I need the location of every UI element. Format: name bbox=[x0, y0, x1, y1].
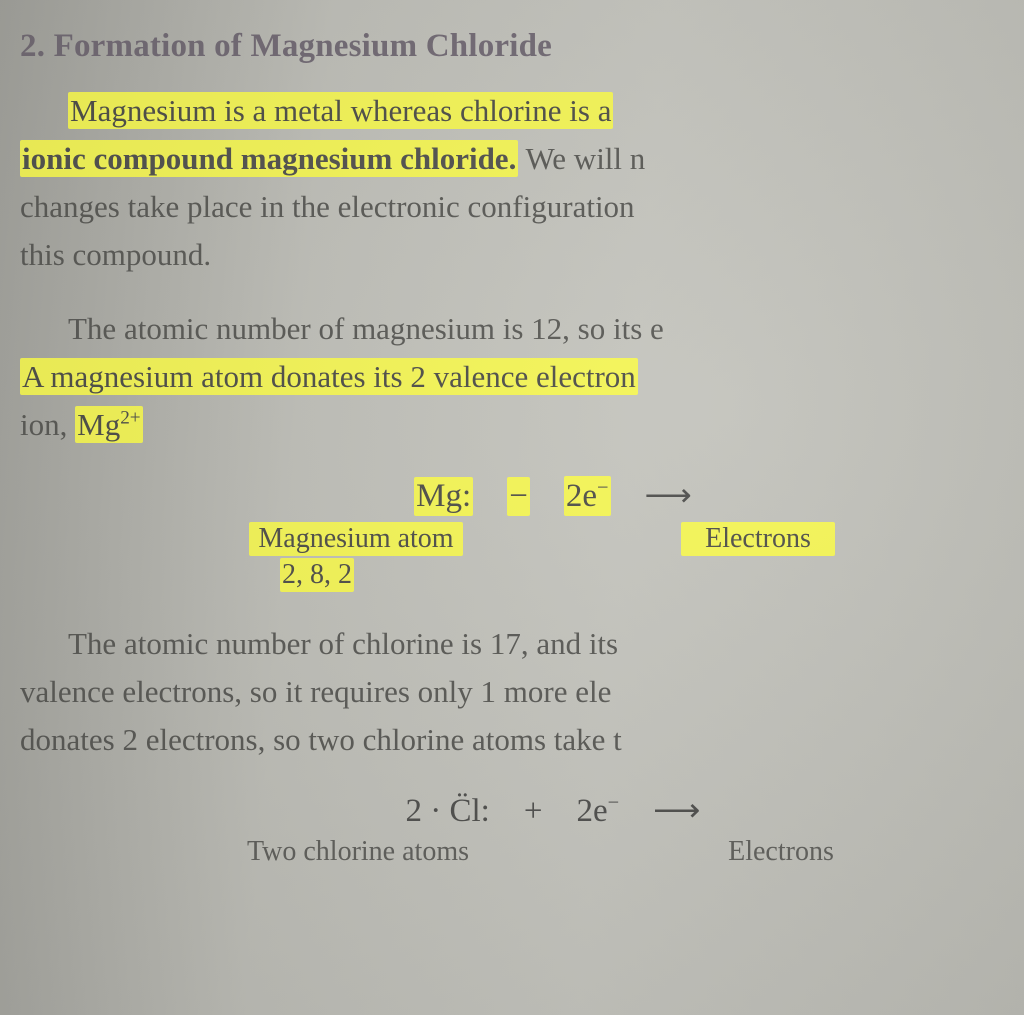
text-line: The atomic number of chlorine is 17, and… bbox=[68, 626, 618, 661]
equation-captions: Magnesium atom Electrons bbox=[20, 522, 1024, 556]
eq-rhs: 2e− bbox=[576, 792, 619, 830]
eq-lhs: Mg: bbox=[414, 477, 473, 516]
caption-rhs: Electrons bbox=[706, 836, 856, 868]
text-span: We will n bbox=[518, 141, 645, 176]
highlight-bold-span: ionic compound magnesium chloride. bbox=[20, 140, 518, 177]
paragraph-3: The atomic number of chlorine is 17, and… bbox=[20, 620, 1024, 764]
text-line: changes take place in the electronic con… bbox=[20, 189, 635, 224]
plus-sign: + bbox=[524, 793, 543, 830]
text-line: valence electrons, so it requires only 1… bbox=[20, 674, 611, 709]
eq-rhs: 2e− bbox=[564, 476, 611, 516]
paragraph-1: Magnesium is a metal whereas chlorine is… bbox=[20, 87, 1024, 279]
equation-mg: Mg: − 2e− ⟶ Magnesium atom Electrons 2, … bbox=[20, 475, 1024, 592]
text-span: ion, bbox=[20, 407, 75, 442]
equation-line: Mg: − 2e− ⟶ bbox=[20, 475, 1024, 516]
equation-line: 2 · C̈l: + 2e− ⟶ bbox=[20, 790, 1024, 830]
equation-captions: Two chlorine atoms Electrons bbox=[20, 836, 1024, 868]
textbook-page: 2. Formation of Magnesium Chloride Magne… bbox=[0, 0, 1024, 1015]
caption-spacer bbox=[497, 522, 647, 556]
arrow-icon: ⟶ bbox=[653, 790, 698, 830]
highlight-span: Mg2+ bbox=[75, 406, 143, 443]
caption-lhs: Two chlorine atoms bbox=[228, 836, 488, 868]
caption-spacer bbox=[522, 836, 672, 868]
text-line: this compound. bbox=[20, 237, 211, 272]
minus-sign: − bbox=[507, 477, 530, 516]
paragraph-2: The atomic number of magnesium is 12, so… bbox=[20, 305, 1024, 449]
text-line: The atomic number of magnesium is 12, so… bbox=[68, 311, 664, 346]
section-heading: 2. Formation of Magnesium Chloride bbox=[20, 28, 1024, 65]
eq-lhs: 2 · C̈l: bbox=[406, 793, 490, 830]
caption-lhs: Magnesium atom bbox=[249, 522, 463, 556]
highlight-span: Magnesium is a metal whereas chlorine is… bbox=[68, 92, 613, 129]
equation-cl: 2 · C̈l: + 2e− ⟶ Two chlorine atoms Elec… bbox=[20, 790, 1024, 868]
electron-config: 2, 8, 2 bbox=[280, 558, 354, 592]
highlight-span: A magnesium atom donates its 2 valence e… bbox=[20, 358, 638, 395]
text-line: donates 2 electrons, so two chlorine ato… bbox=[20, 722, 622, 757]
equation-config: 2, 8, 2 bbox=[20, 558, 1024, 592]
arrow-icon: ⟶ bbox=[645, 475, 690, 515]
caption-rhs: Electrons bbox=[681, 522, 835, 556]
